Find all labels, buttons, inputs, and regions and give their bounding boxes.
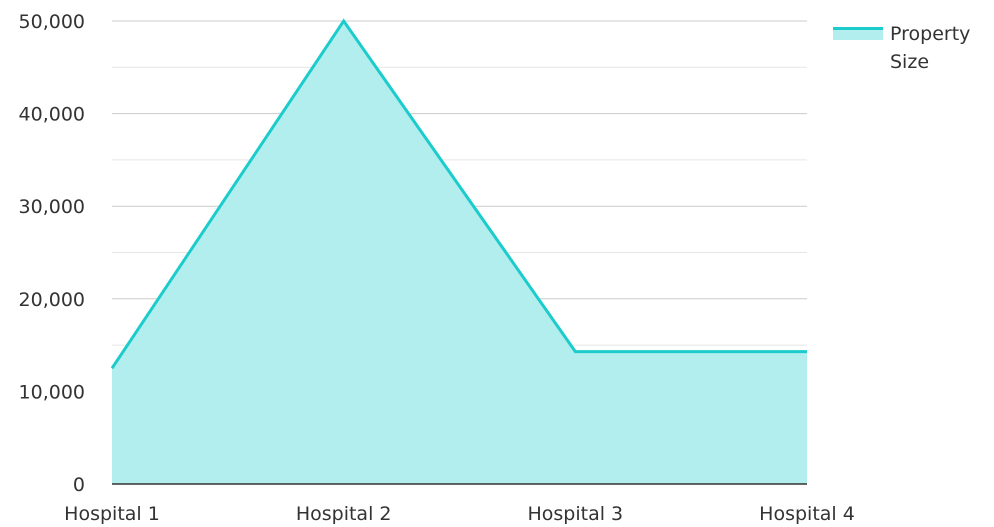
y-tick-label: 10,000	[19, 381, 85, 403]
legend-swatch-property-size	[833, 27, 883, 40]
y-tick-label: 40,000	[19, 104, 85, 126]
series-area-property-size	[112, 21, 807, 484]
x-tick-label: Hospital 1	[64, 503, 160, 525]
x-tick-label: Hospital 3	[528, 503, 624, 525]
y-tick-label: 0	[73, 474, 85, 496]
legend-label-property-size: Property Size	[890, 23, 971, 73]
y-tick-label: 20,000	[19, 289, 85, 311]
x-tick-label: Hospital 4	[759, 503, 855, 525]
y-tick-label: 30,000	[19, 196, 85, 218]
x-tick-label: Hospital 2	[296, 503, 392, 525]
legend: Property Size	[833, 20, 990, 76]
series-line-property-size	[110, 18, 807, 370]
y-axis-tick-labels: 0 10,000 20,000 30,000 40,000 50,000	[19, 11, 85, 496]
y-tick-label: 50,000	[19, 11, 85, 33]
x-axis-tick-labels: Hospital 1 Hospital 2 Hospital 3 Hospital 4	[64, 503, 855, 525]
